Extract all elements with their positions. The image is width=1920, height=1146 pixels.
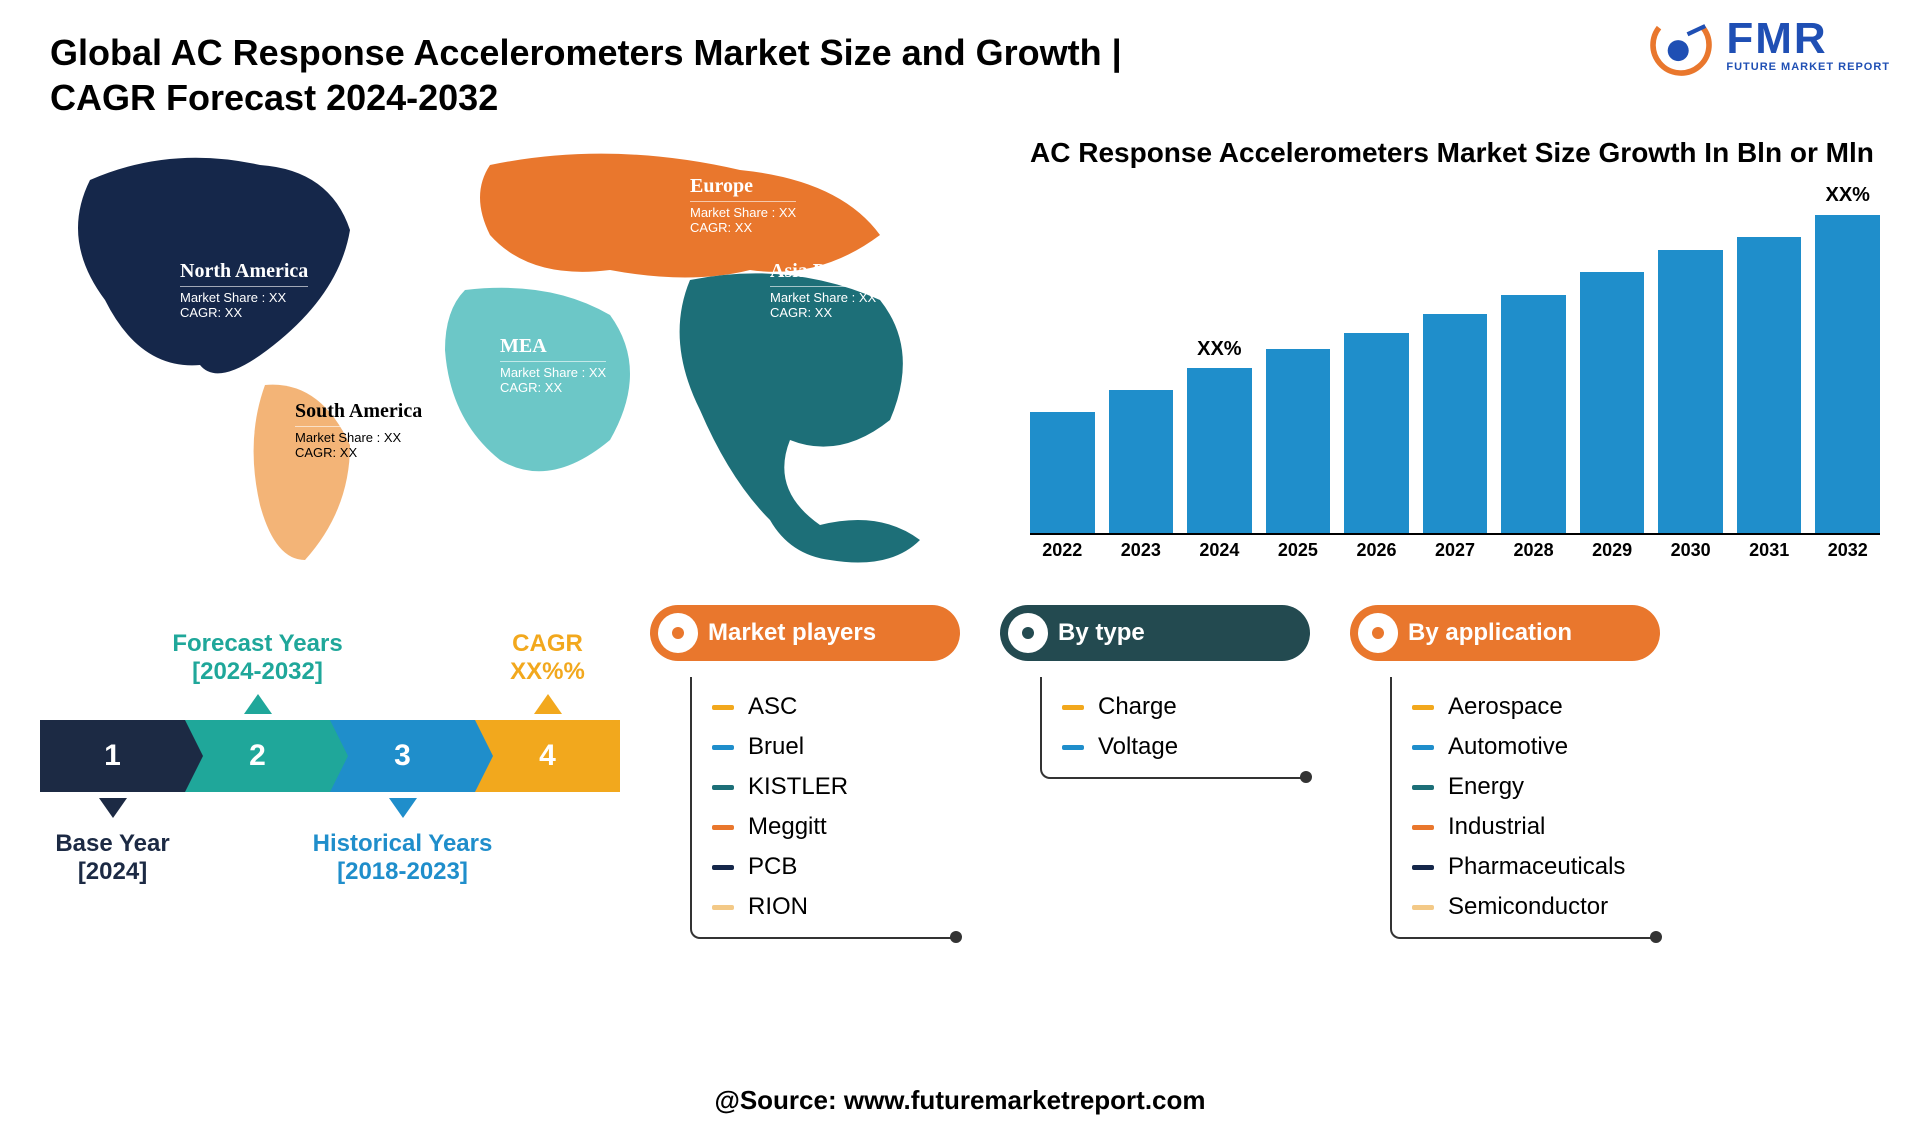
region-label-south_america: South America Market Share : XXCAGR: XX <box>295 400 422 460</box>
item-text: Bruel <box>748 733 804 761</box>
logo-subtitle: FUTURE MARKET REPORT <box>1726 61 1890 73</box>
item-text: Automotive <box>1448 733 1568 761</box>
region-label-mea: MEA Market Share : XXCAGR: XX <box>500 335 606 395</box>
bar-2026: 2026 <box>1344 215 1409 533</box>
list-item: Meggitt <box>692 807 956 847</box>
timeline-arrow-4 <box>534 694 562 714</box>
timeline-label-2: Forecast Years[2024-2032] <box>148 630 368 686</box>
dash-icon <box>712 905 734 910</box>
item-text: Charge <box>1098 693 1177 721</box>
bullet-icon <box>1022 627 1034 639</box>
dash-icon <box>1412 705 1434 710</box>
list-item: Voltage <box>1042 727 1306 767</box>
source-footer: @Source: www.futuremarketreport.com <box>0 1085 1920 1116</box>
bar-2027: 2027 <box>1423 215 1488 533</box>
fmr-logo: FMR FUTURE MARKET REPORT <box>1646 10 1890 80</box>
item-text: Voltage <box>1098 733 1178 761</box>
item-text: Semiconductor <box>1448 893 1608 921</box>
timeline-chevron: Base Year[2024]Forecast Years[2024-2032]… <box>40 620 620 792</box>
item-text: Meggitt <box>748 813 827 841</box>
region-label-asia_pacific: Asia Pacific Market Share : XXCAGR: XX <box>770 260 876 320</box>
category-market-players: Market players ASC Bruel KISTLER Meggitt… <box>650 605 960 939</box>
chart-annotation-2024: XX% <box>1197 338 1241 361</box>
list-item: RION <box>692 887 956 927</box>
timeline-seg-3: 3 <box>330 720 475 792</box>
world-map: North America Market Share : XXCAGR: XX S… <box>50 140 950 570</box>
bar-2028: 2028 <box>1501 215 1566 533</box>
bar-2023: 2023 <box>1109 215 1174 533</box>
item-text: PCB <box>748 853 797 881</box>
bar-2030: 2030 <box>1658 215 1723 533</box>
item-text: KISTLER <box>748 773 848 801</box>
item-text: RION <box>748 893 808 921</box>
bar-2031: 2031 <box>1737 215 1802 533</box>
item-text: Aerospace <box>1448 693 1563 721</box>
item-text: Industrial <box>1448 813 1545 841</box>
list-item: ASC <box>692 687 956 727</box>
timeline-arrow-2 <box>244 694 272 714</box>
list-item: Charge <box>1042 687 1306 727</box>
timeline-label-4: CAGRXX%% <box>438 630 658 686</box>
list-item: Aerospace <box>1392 687 1656 727</box>
dash-icon <box>1412 825 1434 830</box>
list-item: Automotive <box>1392 727 1656 767</box>
logo-text: FMR <box>1726 17 1890 61</box>
bullet-icon <box>672 627 684 639</box>
fmr-logo-icon <box>1646 10 1716 80</box>
bar-2025: 2025 <box>1266 215 1331 533</box>
timeline-seg-2: 2 <box>185 720 330 792</box>
category-by-application: By application Aerospace Automotive Ener… <box>1350 605 1660 939</box>
dash-icon <box>1412 745 1434 750</box>
dash-icon <box>712 865 734 870</box>
item-text: Energy <box>1448 773 1524 801</box>
page-title: Global AC Response Accelerometers Market… <box>50 30 1200 120</box>
dash-icon <box>712 785 734 790</box>
timeline-seg-1: 1 <box>40 720 185 792</box>
item-text: Pharmaceuticals <box>1448 853 1625 881</box>
timeline-arrow-1 <box>99 798 127 818</box>
list-item: Industrial <box>1392 807 1656 847</box>
category-header: By type <box>1000 605 1310 661</box>
dash-icon <box>712 825 734 830</box>
chart-annotation-2032: XX% <box>1826 184 1870 207</box>
category-header: Market players <box>650 605 960 661</box>
category-list: ASC Bruel KISTLER Meggitt PCB RION <box>690 677 956 939</box>
growth-bar-chart: AC Response Accelerometers Market Size G… <box>1030 135 1880 565</box>
timeline-arrow-3 <box>389 798 417 818</box>
item-text: ASC <box>748 693 797 721</box>
timeline-label-3: Historical Years[2018-2023] <box>293 830 513 886</box>
bar-2029: 2029 <box>1580 215 1645 533</box>
list-item: Bruel <box>692 727 956 767</box>
timeline-seg-4: 4 <box>475 720 620 792</box>
dash-icon <box>712 745 734 750</box>
category-by-type: By type Charge Voltage <box>1000 605 1310 779</box>
list-item: Semiconductor <box>1392 887 1656 927</box>
region-label-europe: Europe Market Share : XXCAGR: XX <box>690 175 796 235</box>
bullet-icon <box>1372 627 1384 639</box>
dash-icon <box>712 705 734 710</box>
chart-title: AC Response Accelerometers Market Size G… <box>1030 135 1880 170</box>
dash-icon <box>1412 865 1434 870</box>
bar-2032: 2032XX% <box>1815 215 1880 533</box>
timeline-label-1: Base Year[2024] <box>3 830 223 886</box>
list-item: Pharmaceuticals <box>1392 847 1656 887</box>
bar-2024: 2024XX% <box>1187 215 1252 533</box>
category-header: By application <box>1350 605 1660 661</box>
dash-icon <box>1412 905 1434 910</box>
region-europe <box>480 154 880 278</box>
list-item: PCB <box>692 847 956 887</box>
list-item: KISTLER <box>692 767 956 807</box>
category-list: Aerospace Automotive Energy Industrial P… <box>1390 677 1656 939</box>
dash-icon <box>1062 705 1084 710</box>
list-item: Energy <box>1392 767 1656 807</box>
category-list: Charge Voltage <box>1040 677 1306 779</box>
bar-2022: 2022 <box>1030 215 1095 533</box>
dash-icon <box>1412 785 1434 790</box>
region-label-north_america: North America Market Share : XXCAGR: XX <box>180 260 308 320</box>
dash-icon <box>1062 745 1084 750</box>
